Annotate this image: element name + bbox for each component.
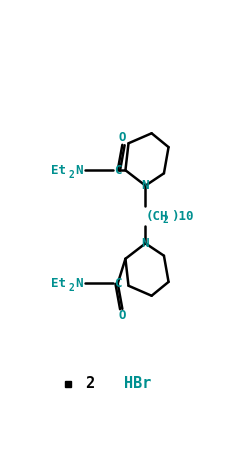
Text: HBr: HBr: [124, 376, 151, 391]
Text: C: C: [114, 164, 122, 177]
Text: 2: 2: [69, 170, 74, 180]
Text: N: N: [142, 237, 149, 250]
Text: 2: 2: [163, 215, 168, 225]
Text: 2: 2: [85, 376, 94, 391]
Text: N: N: [76, 277, 83, 290]
Text: N: N: [76, 164, 83, 177]
Text: N: N: [142, 179, 149, 192]
Text: O: O: [119, 309, 126, 322]
Text: (CH: (CH: [145, 210, 168, 223]
Text: )10: )10: [171, 210, 193, 223]
Text: C: C: [114, 277, 122, 290]
Text: 2: 2: [69, 283, 74, 293]
Text: Et: Et: [51, 277, 66, 290]
Text: O: O: [119, 131, 126, 144]
Text: Et: Et: [51, 164, 66, 177]
